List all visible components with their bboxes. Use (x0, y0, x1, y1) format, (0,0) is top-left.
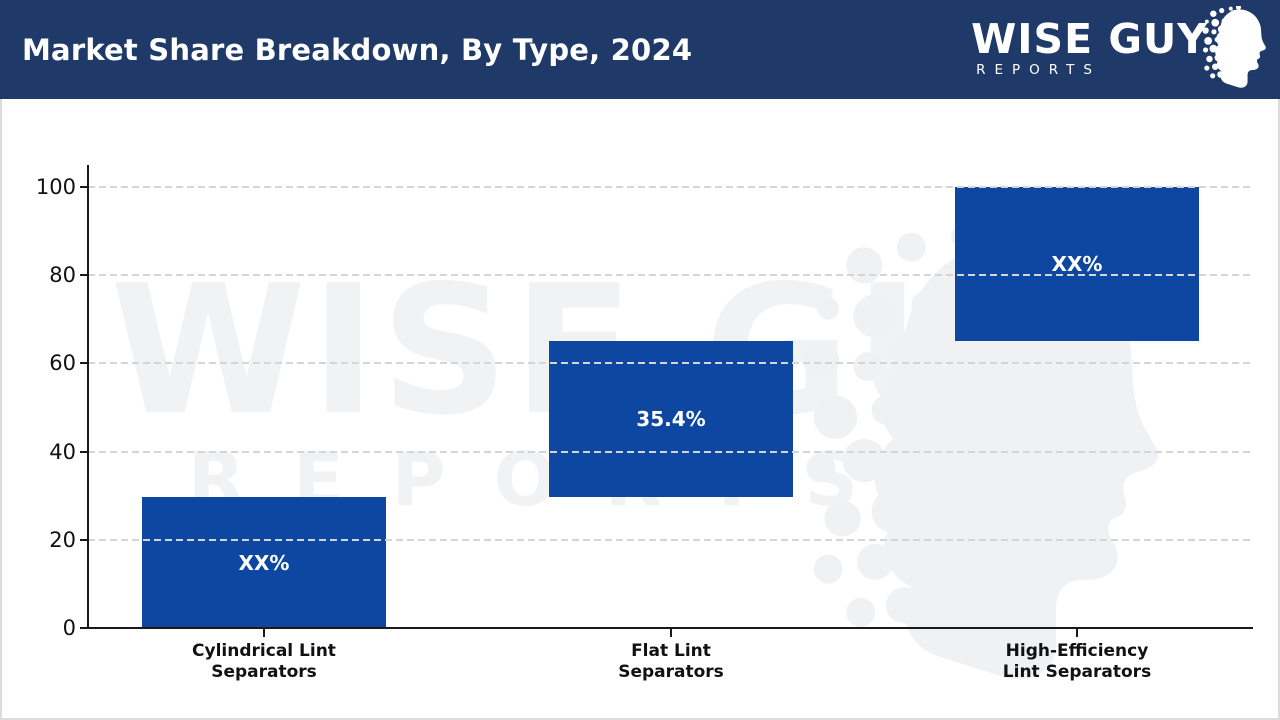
y-tick (80, 274, 88, 277)
y-gridline (88, 538, 1253, 541)
bar-value-label: 35.4% (636, 407, 706, 432)
bar-segment (142, 497, 386, 628)
y-tick-label: 40 (49, 439, 76, 464)
logo-name: WISE GUY (971, 14, 1208, 63)
y-gridline (88, 450, 1253, 453)
x-tick (670, 629, 672, 637)
bar-value-label: XX% (238, 550, 290, 575)
y-tick-label: 80 (49, 263, 76, 288)
y-gridline (88, 274, 1253, 277)
y-tick-label: 0 (62, 616, 76, 640)
x-tick (263, 629, 265, 637)
y-tick-label: 60 (49, 351, 76, 376)
y-gridline (88, 186, 1253, 188)
wise-guy-reports-logo: WISE GUY REPORTS (971, 6, 1268, 90)
y-tick-label: 20 (49, 527, 76, 552)
x-category-label: Cylindrical Lint Separators (192, 641, 336, 682)
y-axis-line (87, 165, 89, 629)
bar-segment (955, 187, 1199, 342)
y-tick (80, 627, 88, 629)
y-tick-label: 100 (35, 175, 76, 199)
page-title: Market Share Breakdown, By Type, 2024 (22, 32, 693, 67)
x-axis-line (87, 627, 1253, 629)
x-tick (1076, 629, 1078, 637)
logo-face-icon (1200, 6, 1268, 90)
y-tick (80, 450, 88, 453)
y-gridline (88, 362, 1253, 365)
y-tick (80, 538, 88, 541)
y-tick (80, 362, 88, 365)
logo-subname: REPORTS (976, 62, 1101, 79)
x-category-label: High-Efficiency Lint Separators (1002, 641, 1152, 682)
bar-segment (549, 341, 793, 498)
x-category-label: Flat Lint Separators (618, 641, 724, 682)
bar-value-label: XX% (1051, 252, 1103, 277)
y-tick (80, 186, 88, 188)
header-bar: Market Share Breakdown, By Type, 2024 WI… (0, 0, 1280, 99)
logo-text: WISE GUY REPORTS (971, 14, 1208, 79)
